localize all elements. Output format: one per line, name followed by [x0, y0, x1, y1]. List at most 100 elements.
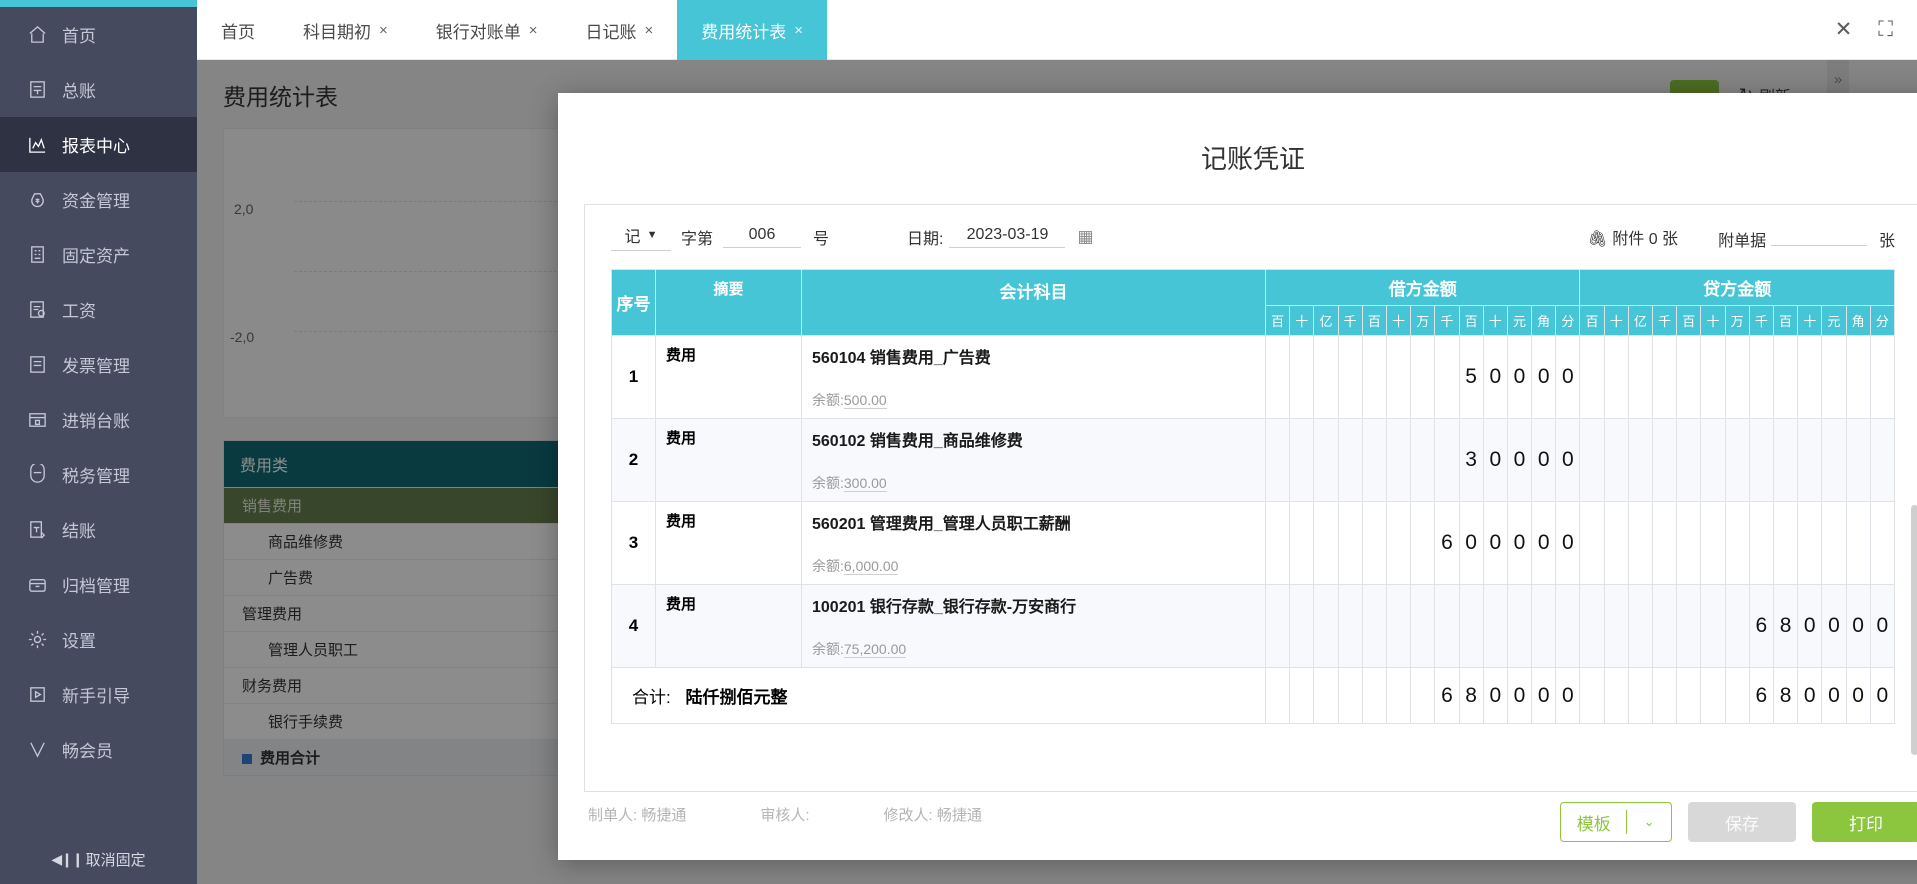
total-credit-digit[interactable]: 8: [1772, 667, 1799, 724]
debit-digit[interactable]: [1289, 335, 1315, 419]
credit-digit[interactable]: [1627, 418, 1654, 502]
tab-2[interactable]: 银行对账单 ×: [412, 0, 562, 60]
sidebar-item-13[interactable]: 畅会员: [0, 722, 197, 777]
credit-digit[interactable]: [1579, 584, 1605, 668]
tab-4[interactable]: 费用统计表 ×: [677, 0, 828, 60]
debit-digit[interactable]: [1337, 501, 1363, 585]
total-credit-digit[interactable]: [1700, 667, 1726, 724]
tab-1[interactable]: 科目期初 ×: [279, 0, 412, 60]
credit-digit[interactable]: [1772, 335, 1799, 419]
credit-digit[interactable]: [1797, 335, 1823, 419]
credit-digit[interactable]: [1579, 501, 1605, 585]
debit-digit[interactable]: [1410, 584, 1436, 668]
total-debit-digit[interactable]: [1410, 667, 1436, 724]
debit-digit[interactable]: 5: [1458, 335, 1484, 419]
debit-digit[interactable]: [1313, 335, 1339, 419]
total-debit-digit[interactable]: 6: [1434, 667, 1460, 724]
total-debit-digit[interactable]: [1289, 667, 1315, 724]
tab-close-icon[interactable]: ×: [379, 21, 388, 39]
sidebar-item-5[interactable]: 工资: [0, 282, 197, 337]
credit-digit[interactable]: [1797, 418, 1823, 502]
debit-digit[interactable]: 0: [1555, 501, 1581, 585]
credit-digit[interactable]: [1627, 584, 1654, 668]
total-debit-digit[interactable]: [1385, 667, 1412, 724]
debit-digit[interactable]: [1410, 418, 1436, 502]
credit-digit[interactable]: [1579, 335, 1605, 419]
credit-digit[interactable]: [1651, 501, 1678, 585]
credit-digit[interactable]: [1724, 501, 1750, 585]
debit-digit[interactable]: [1264, 584, 1291, 668]
voucher-scrollbar[interactable]: [1911, 505, 1917, 755]
tab-close-icon[interactable]: ×: [528, 21, 538, 39]
sidebar-item-1[interactable]: 总账: [0, 62, 197, 117]
total-credit-digit[interactable]: [1676, 667, 1702, 724]
credit-digit[interactable]: [1700, 418, 1726, 502]
print-button[interactable]: 打印: [1812, 802, 1917, 842]
total-credit-digit[interactable]: 0: [1845, 667, 1871, 724]
debit-digit[interactable]: 0: [1458, 501, 1484, 585]
credit-digit[interactable]: [1603, 501, 1629, 585]
sidebar-item-3[interactable]: 资金管理: [0, 172, 197, 227]
credit-digit[interactable]: [1821, 418, 1847, 502]
debit-digit[interactable]: [1289, 584, 1315, 668]
debit-digit[interactable]: [1361, 418, 1387, 502]
debit-digit[interactable]: [1410, 335, 1436, 419]
credit-digit[interactable]: [1821, 335, 1847, 419]
sidebar-item-12[interactable]: 新手引导: [0, 667, 197, 722]
template-button[interactable]: 模板 ⌄: [1560, 802, 1672, 842]
credit-digit[interactable]: [1603, 418, 1629, 502]
credit-digit[interactable]: [1869, 501, 1896, 585]
credit-digit[interactable]: [1676, 335, 1702, 419]
debit-digit[interactable]: [1361, 335, 1387, 419]
credit-digit[interactable]: [1845, 501, 1871, 585]
debit-digit[interactable]: [1337, 584, 1363, 668]
debit-digit[interactable]: [1289, 418, 1315, 502]
credit-digit[interactable]: 8: [1772, 584, 1799, 668]
debit-digit[interactable]: [1337, 418, 1363, 502]
debit-digit[interactable]: [1531, 584, 1557, 668]
total-debit-digit[interactable]: [1313, 667, 1339, 724]
debit-digit[interactable]: [1313, 584, 1339, 668]
debit-digit[interactable]: [1361, 584, 1387, 668]
sidebar-item-0[interactable]: 首页: [0, 7, 197, 62]
voucher-row-subject[interactable]: 100201 银行存款_银行存款-万安商行 余额:75,200.00: [801, 584, 1266, 668]
credit-digit[interactable]: [1797, 501, 1823, 585]
debit-digit[interactable]: [1264, 418, 1291, 502]
voucher-row-subject[interactable]: 560104 销售费用_广告费 余额:500.00: [801, 335, 1266, 419]
credit-digit[interactable]: 0: [1845, 584, 1871, 668]
total-debit-digit[interactable]: 0: [1555, 667, 1581, 724]
total-credit-digit[interactable]: [1627, 667, 1654, 724]
debit-digit[interactable]: [1313, 501, 1339, 585]
credit-digit[interactable]: [1772, 418, 1799, 502]
debit-digit[interactable]: 0: [1506, 418, 1533, 502]
credit-digit[interactable]: [1676, 584, 1702, 668]
voucher-row-abstract[interactable]: 费用: [655, 335, 802, 419]
total-credit-digit[interactable]: 6: [1748, 667, 1774, 724]
total-debit-digit[interactable]: [1361, 667, 1387, 724]
credit-digit[interactable]: [1700, 501, 1726, 585]
credit-digit[interactable]: [1821, 501, 1847, 585]
debit-digit[interactable]: [1264, 335, 1291, 419]
credit-digit[interactable]: [1724, 418, 1750, 502]
debit-digit[interactable]: [1313, 418, 1339, 502]
credit-digit[interactable]: [1627, 501, 1654, 585]
debit-digit[interactable]: [1361, 501, 1387, 585]
voucher-number-input[interactable]: 006: [723, 226, 802, 248]
credit-digit[interactable]: [1869, 418, 1896, 502]
total-debit-digit[interactable]: 0: [1482, 667, 1508, 724]
debit-digit[interactable]: [1289, 501, 1315, 585]
rail-toggle-button[interactable]: »: [1827, 60, 1849, 98]
credit-digit[interactable]: [1748, 335, 1774, 419]
maximize-icon[interactable]: ⛶: [1878, 18, 1893, 41]
total-credit-digit[interactable]: 0: [1869, 667, 1896, 724]
sidebar-item-11[interactable]: 设置: [0, 612, 197, 667]
credit-digit[interactable]: 0: [1797, 584, 1823, 668]
credit-digit[interactable]: [1748, 501, 1774, 585]
sidebar-item-4[interactable]: 固定资产: [0, 227, 197, 282]
tab-close-icon[interactable]: ×: [644, 21, 654, 39]
debit-digit[interactable]: 0: [1555, 335, 1581, 419]
total-credit-digit[interactable]: [1579, 667, 1605, 724]
voucher-row-abstract[interactable]: 费用: [655, 584, 802, 668]
credit-digit[interactable]: [1651, 584, 1678, 668]
receipt-input[interactable]: [1770, 224, 1867, 246]
